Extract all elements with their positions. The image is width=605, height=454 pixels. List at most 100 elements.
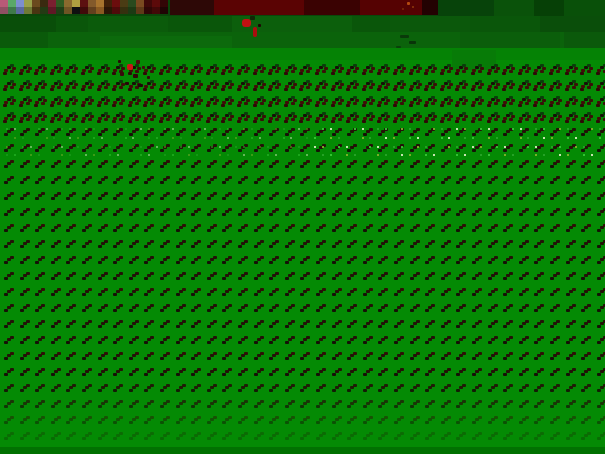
grass-tuft [394, 192, 405, 201]
grass-tuft [253, 176, 265, 185]
grass-tuft [35, 256, 46, 265]
grass-tuft [128, 272, 140, 281]
grass-tuft [581, 304, 592, 313]
grass-tuft [160, 336, 171, 345]
grass-tuft [425, 256, 436, 265]
grass-tuft [378, 352, 389, 361]
grass-tuft [222, 256, 233, 265]
grass-tuft [456, 80, 469, 90]
grass-tuft [238, 384, 249, 393]
noise-block [48, 0, 56, 7]
grass-tuft [550, 336, 561, 345]
grass-tuft [347, 64, 360, 74]
grass-tuft [503, 208, 514, 217]
grass-tuft [487, 384, 499, 393]
grass-tuft [409, 160, 421, 169]
grass-tuft [316, 80, 329, 90]
grass-tuft [175, 304, 187, 313]
grass-tuft [222, 304, 233, 313]
grass-tuft [581, 96, 594, 106]
grass-tuft [284, 336, 296, 345]
sparkle-dot [519, 137, 522, 139]
grass-tuft [19, 400, 31, 409]
sparkle-dot [164, 146, 166, 148]
red-debris-dot [138, 84, 143, 87]
grass-tuft [472, 144, 483, 153]
grass-tuft [409, 176, 421, 185]
grass-tuft [284, 304, 296, 313]
sparkle-dot [77, 137, 80, 139]
grass-tuft [82, 352, 93, 361]
grass-tuft [175, 224, 187, 233]
grass-tuft [378, 400, 389, 409]
grass-tuft [97, 320, 109, 329]
grass-tuft [206, 80, 220, 90]
grass-tuft [19, 368, 31, 377]
grass-tuft [425, 368, 436, 377]
grass-tuft [518, 192, 530, 201]
sparkle-dot [345, 146, 348, 148]
sparkle-dot [464, 137, 467, 139]
grass-tuft [487, 432, 499, 441]
grass-tuft [50, 96, 64, 106]
grass-tuft [144, 368, 155, 377]
grass-tuft [269, 112, 282, 122]
grass-tuft [66, 368, 77, 377]
grass-tuft [456, 192, 467, 201]
sparkle-dot [227, 137, 230, 139]
grass-tuft [362, 160, 374, 169]
grass-tuft [394, 416, 405, 425]
grass-tuft [253, 160, 265, 169]
sparkle-dot [250, 128, 253, 130]
grass-tuft [238, 336, 249, 345]
sparkle-dot [361, 137, 364, 139]
grass-tuft [394, 336, 405, 345]
grass-tuft [440, 128, 452, 137]
grass-tuft [300, 80, 313, 90]
grass-tuft [300, 288, 311, 297]
grass-tuft [222, 208, 233, 217]
grass-tuft [409, 128, 421, 137]
grass-tuft [253, 352, 265, 361]
grass-tuft [19, 80, 33, 90]
grass-tuft [238, 80, 251, 90]
noise-block [80, 7, 88, 14]
sparkle-dot [401, 128, 403, 130]
grass-tuft [378, 224, 389, 233]
sparkle-dot [61, 146, 64, 148]
grass-tuft [378, 160, 389, 169]
grass-tuft [4, 352, 15, 361]
sparkle-dot [274, 128, 277, 130]
grass-tuft [440, 320, 452, 329]
grass-tuft [534, 160, 545, 169]
grass-tuft [66, 304, 77, 313]
grass-tuft [596, 400, 605, 409]
grass-tuft [144, 160, 155, 169]
grass-tuft [269, 320, 280, 329]
grass-tuft [456, 160, 467, 169]
grass-tuft [82, 400, 93, 409]
grass-tuft [425, 288, 436, 297]
grass-tuft [82, 240, 93, 249]
grass-tuft [113, 320, 124, 329]
grass-tuft [550, 192, 561, 201]
grass-tuft [440, 336, 452, 345]
grass-tuft [4, 256, 15, 265]
grass-tuft [487, 80, 501, 90]
grass-tuft [331, 416, 343, 425]
sparkle-dot [243, 154, 245, 156]
grass-tuft [596, 208, 605, 217]
grass-tuft [191, 416, 202, 425]
grass-tuft [425, 176, 436, 185]
sparkle-dot [290, 137, 293, 139]
grass-tuft [238, 272, 249, 281]
grass-tuft [206, 240, 218, 249]
grass-tuft [331, 192, 343, 201]
grass-tuft [503, 96, 516, 106]
grass-tuft [97, 112, 111, 122]
sparkle-dot [543, 154, 546, 156]
grass-tuft [82, 384, 93, 393]
grass-tuft [518, 336, 530, 345]
sparkle-dot [322, 128, 324, 130]
